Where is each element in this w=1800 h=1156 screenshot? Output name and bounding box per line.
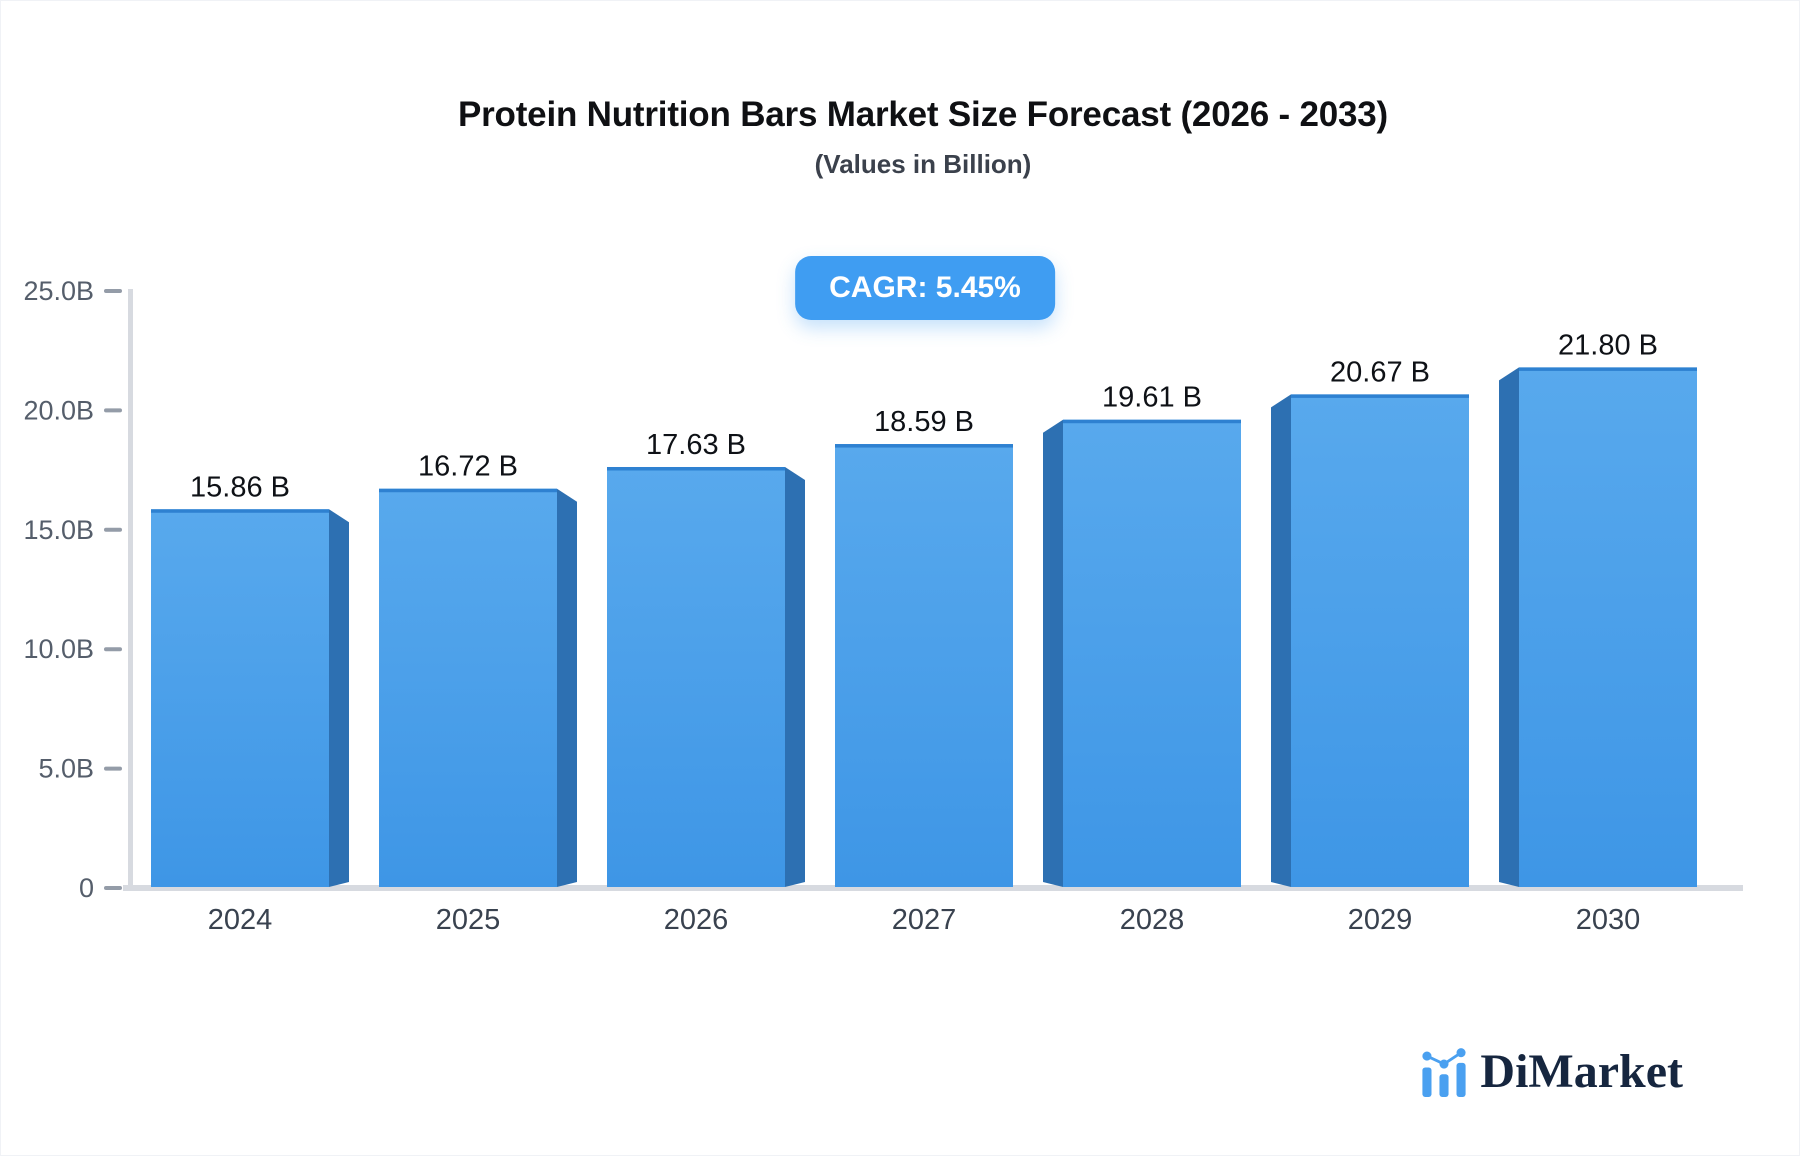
value-label-2025: 16.72 B — [418, 451, 518, 483]
chart-logo-icon — [1422, 1048, 1466, 1097]
bar-side-2029 — [1271, 394, 1291, 887]
bar-top-lid-2024 — [151, 509, 329, 513]
logo-dot-2 — [1439, 1059, 1449, 1069]
y-tick-dash-0 — [104, 886, 122, 890]
bar-side-2028 — [1043, 419, 1063, 887]
bar-side-2025 — [557, 488, 577, 887]
bar-side-2026 — [785, 466, 805, 887]
logo-bar-2 — [1439, 1074, 1449, 1097]
chart-title: Protein Nutrition Bars Market Size Forec… — [457, 95, 1389, 134]
bar-top-lid-2029 — [1291, 394, 1469, 398]
value-label-2029: 20.67 B — [1330, 356, 1430, 388]
cagr-badge: CAGR: 5.45% — [795, 256, 1055, 320]
logo-wordmark: DiMarket — [1480, 1045, 1683, 1098]
y-axis-line — [128, 289, 133, 888]
bar-2029 — [1291, 394, 1469, 887]
x-tick-label-2025: 2025 — [436, 904, 501, 936]
y-tick-label-25.0B: 25.0B — [23, 276, 94, 306]
bar-2025 — [379, 488, 557, 887]
x-axis-baseline — [123, 885, 1743, 891]
value-label-2028: 19.61 B — [1102, 382, 1202, 414]
x-tick-label-2026: 2026 — [664, 904, 729, 936]
bar-top-lid-2028 — [1063, 419, 1241, 424]
dimarket-logo: DiMarket — [1421, 1047, 1683, 1097]
y-tick-label-15.0B: 15.0B — [23, 515, 94, 545]
bar-2027 — [835, 444, 1013, 887]
bar-top-lid-2027 — [835, 444, 1013, 448]
x-tick-label-2024: 2024 — [208, 904, 273, 936]
bar-side-2024 — [329, 509, 349, 887]
value-label-2027: 18.59 B — [874, 406, 974, 438]
y-tick-label-0: 0 — [79, 873, 94, 903]
bar-side-2030 — [1499, 367, 1519, 887]
bar-2024 — [151, 509, 329, 887]
bar-top-lid-2025 — [379, 488, 557, 493]
logo-dot-3 — [1456, 1048, 1466, 1058]
y-tick-dash-5.0B — [104, 766, 122, 771]
value-label-2026: 17.63 B — [646, 429, 746, 461]
x-tick-label-2028: 2028 — [1120, 904, 1185, 936]
y-tick-label-20.0B: 20.0B — [23, 395, 94, 425]
value-label-2030: 21.80 B — [1558, 329, 1658, 361]
y-tick-label-10.0B: 10.0B — [23, 634, 94, 664]
bar-top-lid-2030 — [1519, 367, 1697, 371]
y-tick-dash-15.0B — [104, 527, 122, 532]
logo-bar-3 — [1456, 1062, 1466, 1097]
bar-2026 — [607, 466, 785, 887]
x-tick-label-2030: 2030 — [1576, 904, 1641, 936]
bar-top-lid-2026 — [607, 466, 785, 471]
x-tick-label-2027: 2027 — [892, 904, 957, 936]
y-tick-label-5.0B: 5.0B — [38, 754, 94, 784]
y-tick-dash-25.0B — [104, 289, 122, 293]
y-tick-dash-20.0B — [104, 408, 122, 413]
bar-2028 — [1063, 419, 1241, 887]
logo-bar-1 — [1422, 1067, 1432, 1097]
value-label-2024: 15.86 B — [190, 471, 290, 503]
bar-2030 — [1519, 367, 1697, 887]
y-tick-dash-10.0B — [104, 647, 122, 652]
x-tick-label-2029: 2029 — [1348, 904, 1413, 936]
chart-subtitle: (Values in Billion) — [814, 149, 1032, 179]
logo-dot-1 — [1422, 1051, 1432, 1061]
